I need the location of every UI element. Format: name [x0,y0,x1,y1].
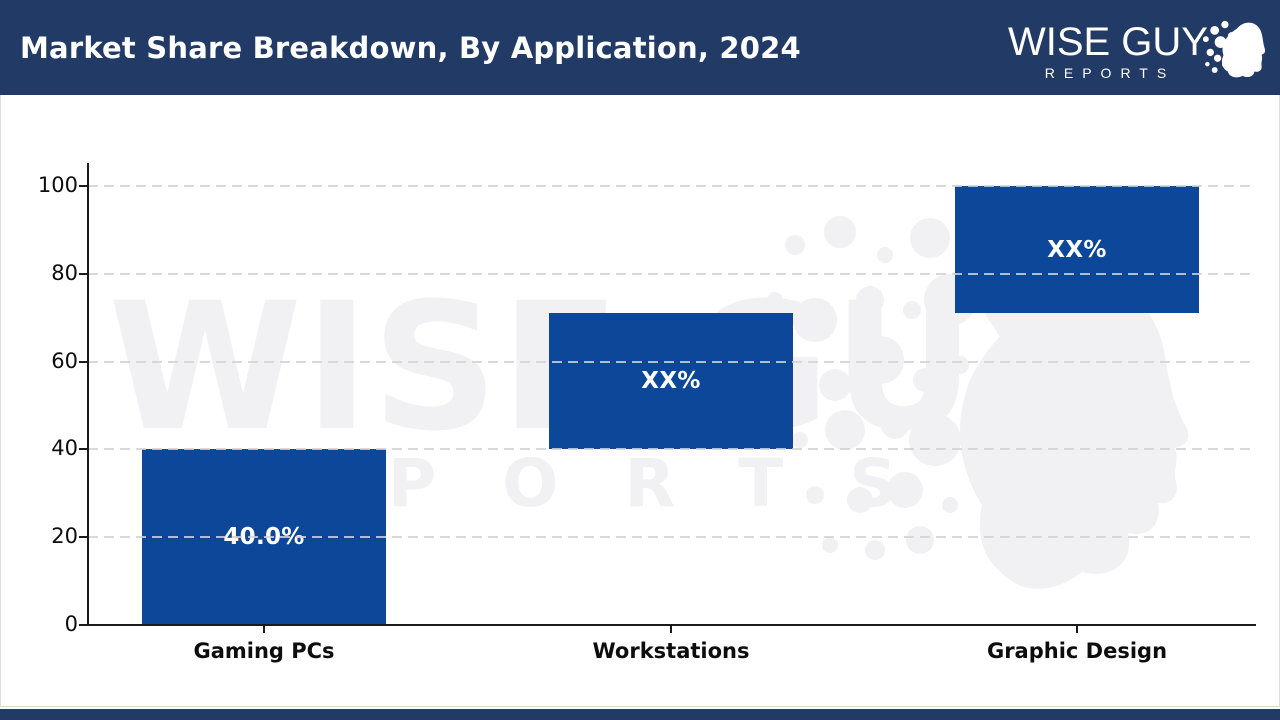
logo-head-icon [1202,20,1266,78]
watermark-head-icon [767,216,1189,589]
y-axis-line [87,163,89,625]
y-tick-mark [79,360,88,363]
y-tick-label: 80 [51,260,78,285]
x-tick-label: Workstations [592,639,750,663]
x-tick-mark [670,626,672,633]
gridline [88,185,1255,187]
x-tick-mark [263,626,265,633]
footer-bar [0,709,1280,720]
header: Market Share Breakdown, By Application, … [0,0,1280,95]
y-tick-label: 40 [51,436,78,461]
gridline [88,448,1255,451]
x-axis-line [87,624,1256,626]
y-tick-label: 20 [51,524,78,549]
y-tick-mark [79,185,88,187]
chart-title: Market Share Breakdown, By Application, … [20,30,801,65]
y-tick-label: 100 [37,173,78,197]
y-tick-label: 0 [64,612,78,636]
gridline [88,536,1255,539]
y-tick-label: 60 [51,348,78,373]
gridline [88,360,1255,363]
bar-segment: XX% [549,313,793,450]
y-tick-mark [79,624,88,626]
brand-logo: WISE GUY REPORTS [1008,4,1266,92]
bar-value-label: XX% [641,368,701,395]
y-tick-mark [79,272,88,275]
logo-wordmark-block: WISE GUY REPORTS [1008,22,1208,81]
x-tick-label: Gaming PCs [193,639,335,663]
x-tick-mark [1076,626,1078,633]
y-tick-mark [79,536,88,539]
bar-segment: XX% [955,186,1199,314]
bar-value-label: XX% [1047,236,1107,263]
x-tick-label: Graphic Design [986,639,1168,663]
logo-wordmark: WISE GUY [1007,20,1208,64]
logo-subtext: REPORTS [1044,65,1176,81]
y-tick-mark [79,448,88,451]
gridline [88,272,1255,275]
